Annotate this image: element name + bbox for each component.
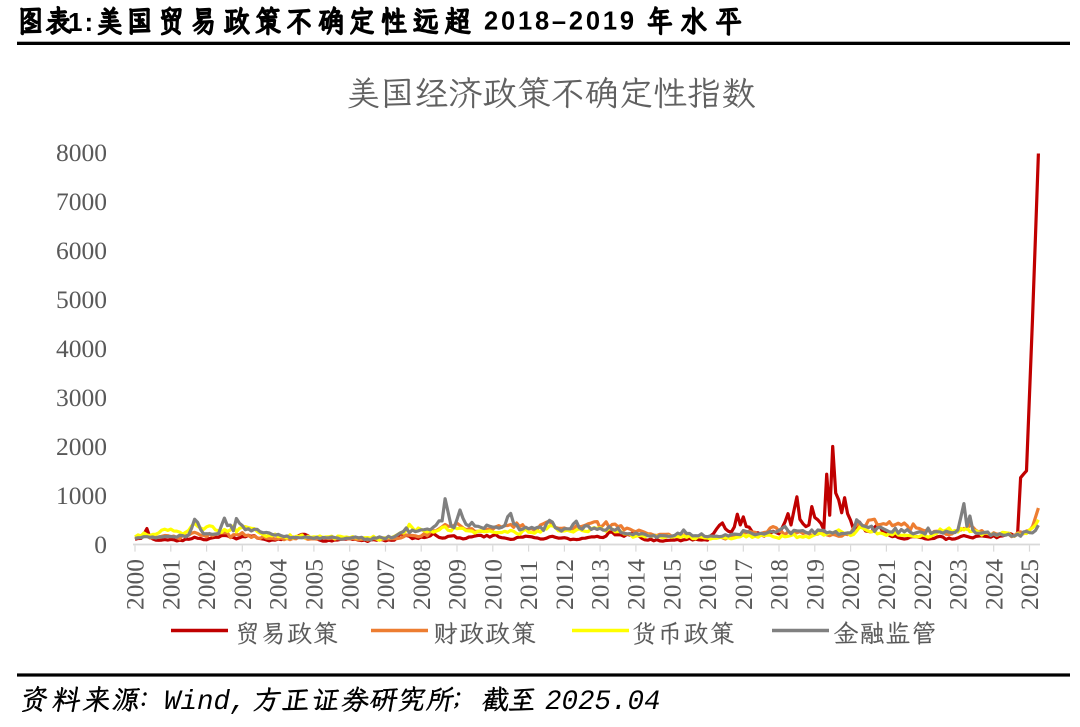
- svg-text:2013: 2013: [586, 559, 615, 610]
- svg-text:5000: 5000: [56, 285, 107, 314]
- svg-text:2008: 2008: [407, 559, 436, 610]
- svg-text:2005: 2005: [300, 559, 329, 610]
- svg-text:2007: 2007: [371, 559, 400, 610]
- svg-text:8000: 8000: [56, 138, 107, 167]
- svg-text:2000: 2000: [56, 432, 107, 461]
- svg-text:1000: 1000: [56, 481, 107, 510]
- svg-text:2009: 2009: [443, 559, 472, 610]
- svg-text:2011: 2011: [514, 560, 543, 610]
- svg-text:3000: 3000: [56, 383, 107, 412]
- svg-text:6000: 6000: [56, 236, 107, 265]
- svg-text:2014: 2014: [622, 559, 651, 610]
- svg-text:2015: 2015: [657, 559, 686, 610]
- svg-text:7000: 7000: [56, 187, 107, 216]
- svg-text:2000: 2000: [121, 559, 150, 610]
- svg-text:2022: 2022: [908, 559, 937, 610]
- svg-text:2024: 2024: [979, 559, 1008, 610]
- svg-text:2006: 2006: [335, 559, 364, 610]
- svg-text:2018: 2018: [765, 559, 794, 610]
- svg-text:2001: 2001: [156, 559, 185, 610]
- svg-text:0: 0: [94, 530, 107, 559]
- svg-text:Wind,: Wind,: [164, 687, 247, 718]
- svg-text:2002: 2002: [192, 559, 221, 610]
- svg-text:2003: 2003: [228, 559, 257, 610]
- svg-text:2010: 2010: [478, 559, 507, 610]
- svg-text:4000: 4000: [56, 334, 107, 363]
- svg-text:2017: 2017: [729, 559, 758, 610]
- svg-text:2004: 2004: [264, 559, 293, 610]
- svg-text:2021: 2021: [872, 559, 901, 610]
- svg-text:2012: 2012: [550, 559, 579, 610]
- svg-text:2025.04: 2025.04: [545, 687, 661, 718]
- svg-text:2018–2019: 2018–2019: [484, 8, 637, 36]
- svg-text:2019: 2019: [800, 559, 829, 610]
- svg-text:2023: 2023: [944, 559, 973, 610]
- svg-text:2016: 2016: [693, 559, 722, 610]
- svg-text:1:: 1:: [68, 7, 95, 37]
- svg-text:2025: 2025: [1015, 559, 1044, 610]
- svg-text:2020: 2020: [836, 559, 865, 610]
